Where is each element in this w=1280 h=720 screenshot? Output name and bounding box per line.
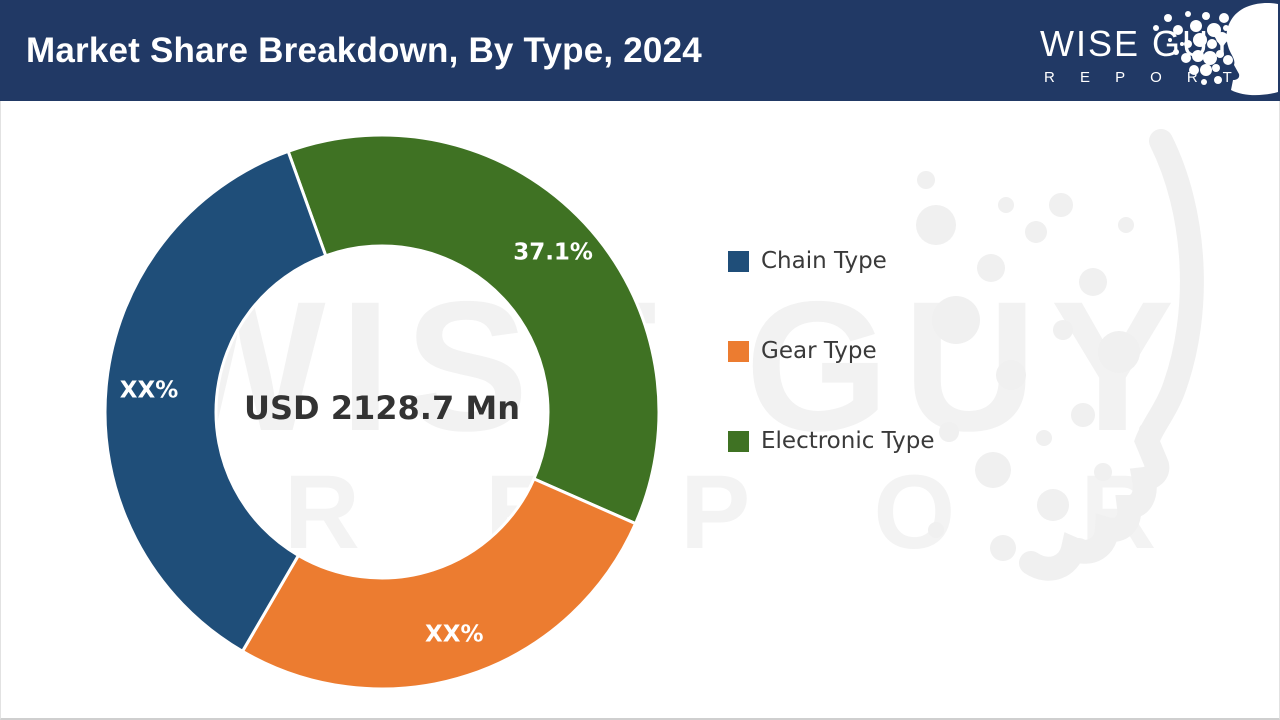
legend-item-electronic-type: Electronic Type: [728, 428, 935, 454]
legend-label: Gear Type: [761, 338, 877, 364]
pie-segment-chain-type: [103, 149, 328, 653]
chart-legend: Chain Type Gear Type Electronic Type: [728, 248, 935, 518]
header: Market Share Breakdown, By Type, 2024 WI…: [0, 0, 1280, 101]
segment-label-electronic-type: 37.1%: [513, 239, 593, 265]
wiseguy-logo: WISE GUY R E P O R T S: [1040, 2, 1278, 96]
legend-swatch-electronic-type: [728, 430, 749, 452]
legend-swatch-chain-type: [728, 250, 749, 272]
watermark-subtitle: R E P O R T S: [284, 454, 1279, 571]
pie-segment-electronic-type: [286, 133, 661, 526]
page-title: Market Share Breakdown, By Type, 2024: [26, 31, 702, 70]
legend-label: Chain Type: [761, 248, 887, 274]
legend-item-chain-type: Chain Type: [728, 248, 935, 274]
donut-chart: 37.1% XX% XX%: [103, 133, 661, 691]
watermark-head-icon: [916, 129, 1204, 581]
chart-canvas: WISE GUY R E P O R T S USD 2128.7 Mn 37.: [0, 101, 1280, 720]
legend-label: Electronic Type: [761, 428, 935, 454]
background-watermark: WISE GUY R E P O R T S: [1, 101, 1279, 718]
legend-item-gear-type: Gear Type: [728, 338, 935, 364]
legend-swatch-gear-type: [728, 340, 749, 362]
segment-label-gear-type: XX%: [425, 622, 484, 648]
segment-label-chain-type: XX%: [120, 378, 179, 404]
logo-head-icon: [1153, 2, 1278, 96]
pie-segment-gear-type: [241, 477, 638, 691]
donut-center-value: USD 2128.7 Mn: [244, 389, 520, 427]
